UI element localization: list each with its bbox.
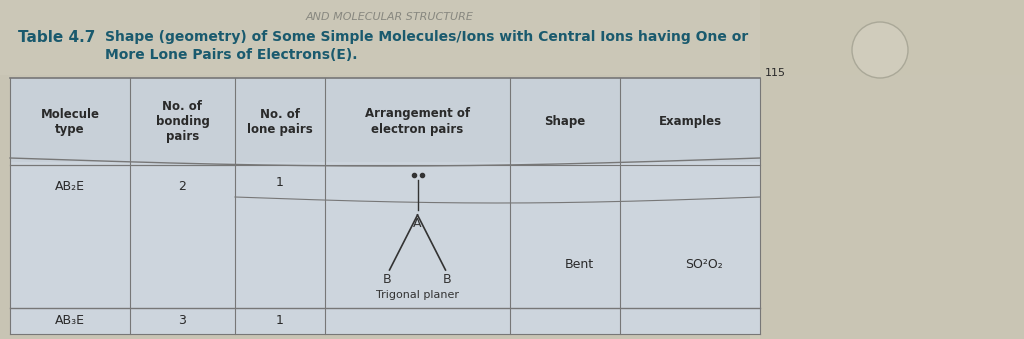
Text: Table 4.7: Table 4.7	[18, 30, 95, 45]
Bar	[10, 78, 760, 334]
Text: 115: 115	[765, 68, 785, 78]
Bar	[760, 0, 1024, 339]
Text: A: A	[414, 217, 422, 230]
Text: No. of
lone pairs: No. of lone pairs	[247, 107, 313, 136]
Text: AB₃E: AB₃E	[55, 315, 85, 327]
Bar	[0, 0, 1024, 75]
Bar	[750, 0, 1024, 339]
Text: AND MOLECULAR STRUCTURE: AND MOLECULAR STRUCTURE	[306, 12, 474, 22]
Text: 1: 1	[276, 176, 284, 188]
Bar	[10, 78, 760, 162]
Text: Examples: Examples	[658, 115, 722, 128]
Circle shape	[852, 22, 908, 78]
Text: Trigonal planer: Trigonal planer	[376, 290, 459, 300]
Text: 1: 1	[276, 315, 284, 327]
Text: 3: 3	[178, 315, 186, 327]
Text: Shape: Shape	[545, 115, 586, 128]
Text: B: B	[383, 273, 392, 286]
Text: 2: 2	[178, 180, 186, 194]
Text: Arrangement of
electron pairs: Arrangement of electron pairs	[365, 107, 470, 136]
Text: Shape (geometry) of Some Simple Molecules/Ions with Central Ions having One or: Shape (geometry) of Some Simple Molecule…	[105, 30, 749, 44]
Text: Bent: Bent	[565, 258, 594, 271]
Text: More Lone Pairs of Electrons(E).: More Lone Pairs of Electrons(E).	[105, 48, 357, 62]
Text: B: B	[443, 273, 452, 286]
Text: AB₂E: AB₂E	[55, 180, 85, 194]
Text: Molecule
type: Molecule type	[41, 107, 99, 136]
Text: SO²O₂: SO²O₂	[685, 258, 723, 271]
Text: No. of
bonding
pairs: No. of bonding pairs	[156, 100, 210, 143]
